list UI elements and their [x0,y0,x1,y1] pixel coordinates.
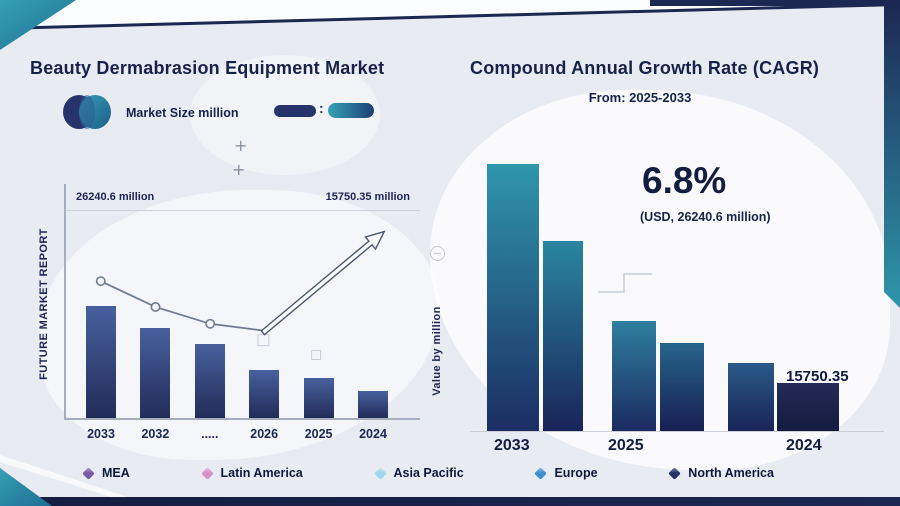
right-bars-layer: 2033 2025 2024 [470,0,884,454]
plus-decoration: + [232,160,246,179]
legend-label: MEA [102,466,130,480]
left-title: Beauty Dermabrasion Equipment Market [30,58,385,78]
left-chart-max-value: 26240.6 million [76,191,155,203]
trend-marker [150,301,161,312]
left-chart-side-label: FUTURE MARKET REPORT [38,228,50,380]
trend-arrow [260,230,386,336]
left-bars-layer: 2033 2032..... 2026 2025 2024 [66,184,420,441]
plus-decoration: + [234,136,248,155]
cagr-note: (USD, 26240.6 million) [640,210,771,224]
bottom-white-slash [0,455,155,506]
trend-marker [95,276,106,287]
bottom-edge-bar [0,497,900,506]
left-chart-plot: 26240.6 million 15750.35 million 2033 203… [64,184,420,441]
top-right-bar [650,0,900,6]
right-chart-bar [543,241,583,431]
left-chart-bar [303,378,334,418]
legend-item: MEA [82,466,130,480]
right-chart-bar [487,164,539,431]
legend-diamond-icon [534,466,548,480]
legend-diamond-icon [373,466,387,480]
left-chart-bar [249,370,280,418]
legend-item: North America [668,466,774,480]
right-chart-side-label: Value by million [431,306,443,396]
circle-decoration [430,246,445,261]
left-chart-x-label: 2026 [250,427,279,441]
pill-decoration-navy [274,105,316,117]
right-chart-bar [612,321,656,431]
legend-label: Europe [554,466,598,480]
right-chart-x-label: 2024 [786,437,822,454]
top-diagonal-line [0,3,900,30]
left-chart-min-value: 15750.35 million [325,191,410,203]
step-decoration [598,273,652,293]
square-decoration [257,334,270,347]
square-decoration [311,350,322,360]
right-chart-x-label: 2033 [494,437,530,454]
pill-decoration-teal [328,103,374,118]
left-chart-bar [194,344,225,418]
bottom-left-corner-accent [0,468,52,506]
cylinder-icon [63,95,111,129]
cagr-value: 6.8% [642,160,727,201]
legend-diamond-icon [668,466,682,480]
left-chart-x-label: 2032 [141,427,170,441]
right-chart-bar [660,343,704,431]
left-chart-bar [358,391,388,418]
legend-item: Asia Pacific [373,466,464,480]
trend-line-overlay [95,230,386,360]
right-subtitle: From: 2025-2033 [588,90,692,105]
legend-label: Latin America [220,466,303,480]
right-title: Compound Annual Growth Rate (CAGR) [470,58,820,78]
legend-label: Asia Pacific [393,466,464,480]
left-chart-x-label: 2024 [359,427,387,441]
left-chart-x-label: ..... [201,427,219,441]
legend-label: North America [688,466,774,480]
trend-line [100,280,265,332]
top-white-band [0,0,900,27]
left-chart-x-label: 2025 [304,427,333,441]
right-edge-bar [884,0,900,308]
right-chart-bar [728,363,774,431]
top-left-corner-accent [0,0,76,50]
legend-item: Europe [534,466,598,480]
dash-decoration [434,253,441,254]
value-callout: 15750.35 [786,368,849,385]
legend-diamond-icon [82,466,95,480]
right-chart-bar [777,383,839,431]
legend-diamond-icon [200,466,214,480]
left-chart-x-label: 2033 [87,427,115,441]
trend-marker [205,318,216,329]
left-chart-bar [86,306,116,418]
bottom-legend: MEA Latin America Asia Pacific Europe North … [82,466,774,480]
left-chart-bar [140,328,171,418]
market-size-legend-label: Market Size million [126,106,239,120]
gridline [66,210,420,211]
legend-item: Latin America [200,466,303,480]
right-chart-x-label: 2025 [608,437,644,454]
pill-colon-decoration: : [319,100,324,116]
